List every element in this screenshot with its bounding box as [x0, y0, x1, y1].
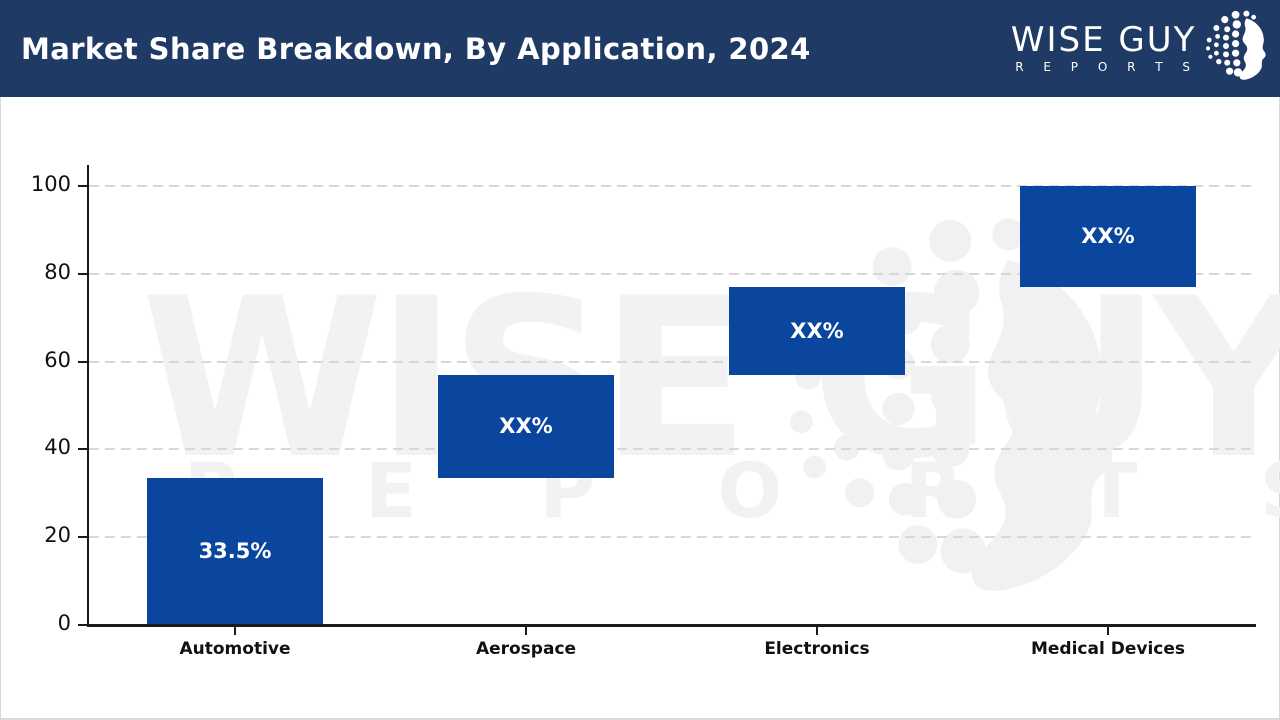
gridline-100: [89, 185, 1254, 187]
bar-value-label: XX%: [1081, 224, 1135, 249]
bar-value-label: XX%: [499, 414, 553, 439]
bar-aerospace: XX%: [438, 374, 614, 478]
y-tick-label: 0: [57, 611, 71, 635]
y-tick-label: 20: [44, 523, 71, 548]
x-axis: [87, 624, 1256, 627]
x-category-label: Electronics: [764, 639, 870, 659]
y-tick-0: [78, 624, 87, 626]
x-category-label: Aerospace: [475, 639, 577, 659]
x-tick-3: [1107, 627, 1109, 635]
bar-value-label: XX%: [790, 318, 844, 343]
logo-text: WISE GUY R E P O R T S: [1009, 20, 1198, 74]
x-category-label: Automotive: [179, 639, 291, 659]
x-tick-2: [816, 627, 818, 635]
x-tick-1: [525, 627, 527, 635]
y-tick-80: [78, 272, 87, 275]
y-tick-20: [78, 536, 87, 539]
gridline-60: [89, 360, 1254, 363]
x-tick-0: [234, 627, 236, 635]
bar-automotive: 33.5%: [147, 477, 323, 625]
bar-electronics: XX%: [729, 286, 905, 375]
logo-wordmark: WISE GUY: [1010, 20, 1197, 61]
chart-title: Market Share Breakdown, By Application, …: [21, 31, 811, 66]
logo-dotted-head-icon: [1205, 10, 1266, 80]
plot-area: [89, 185, 1254, 625]
gridline-40: [89, 448, 1254, 451]
gridline-80: [89, 272, 1254, 275]
y-tick-100: [78, 185, 87, 187]
bar-value-label: 33.5%: [198, 539, 272, 564]
y-tick-label: 60: [44, 347, 71, 372]
wiseguy-logo: WISE GUY R E P O R T S: [1009, 10, 1268, 88]
y-axis: [87, 165, 89, 627]
bar-medical-devices: XX%: [1020, 186, 1196, 287]
chart-area: WISE GUY R E P O R T S 0 20 40 60 80 100 33.5%…: [0, 97, 1280, 720]
y-tick-label: 40: [44, 435, 71, 460]
y-tick-label: 80: [44, 259, 71, 284]
y-tick-60: [78, 360, 87, 363]
y-tick-40: [78, 448, 87, 451]
logo-subtitle: R E P O R T S: [1015, 59, 1198, 74]
x-category-label: Medical Devices: [1030, 639, 1185, 659]
header: Market Share Breakdown, By Application, …: [0, 0, 1280, 97]
y-tick-label: 100: [30, 172, 71, 196]
gridline-20: [89, 536, 1254, 539]
